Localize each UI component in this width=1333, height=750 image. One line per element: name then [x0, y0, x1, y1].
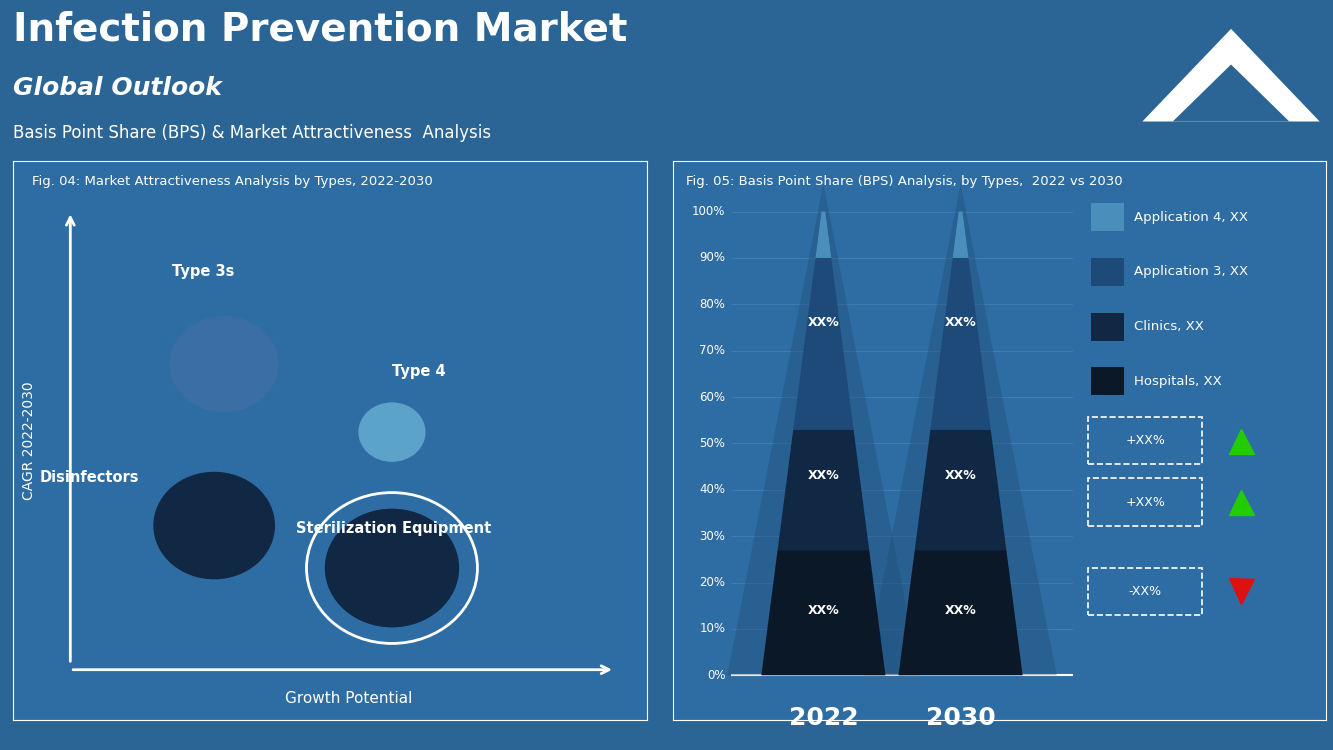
Text: +XX%: +XX%: [1125, 434, 1165, 447]
Polygon shape: [898, 550, 1022, 675]
Text: XX%: XX%: [808, 316, 840, 329]
Polygon shape: [953, 211, 969, 258]
Text: Growth Potential: Growth Potential: [285, 691, 413, 706]
Text: 40%: 40%: [700, 483, 725, 496]
Text: Infection Prevention Market: Infection Prevention Market: [13, 10, 628, 48]
Text: Disinfectors: Disinfectors: [40, 470, 139, 485]
Polygon shape: [728, 184, 920, 675]
Circle shape: [325, 509, 459, 627]
Text: -XX%: -XX%: [1129, 585, 1161, 598]
Polygon shape: [864, 184, 1057, 675]
Polygon shape: [1142, 28, 1320, 122]
Text: Hospitals, XX: Hospitals, XX: [1133, 375, 1221, 388]
Text: Type 3s: Type 3s: [172, 263, 235, 278]
Circle shape: [359, 403, 425, 461]
Text: 60%: 60%: [700, 391, 725, 404]
Text: XX%: XX%: [945, 316, 977, 329]
Circle shape: [155, 472, 275, 579]
Polygon shape: [761, 550, 885, 675]
Polygon shape: [816, 211, 832, 258]
Text: Type 4: Type 4: [392, 364, 445, 380]
Text: Global Outlook: Global Outlook: [13, 76, 223, 100]
Text: XX%: XX%: [808, 470, 840, 482]
Text: XX%: XX%: [945, 604, 977, 616]
Text: +XX%: +XX%: [1125, 496, 1165, 508]
Bar: [1092, 203, 1124, 231]
Text: Fig. 04: Market Attractiveness Analysis by Types, 2022-2030: Fig. 04: Market Attractiveness Analysis …: [32, 176, 433, 188]
Text: 20%: 20%: [700, 576, 725, 589]
Bar: [1092, 368, 1124, 395]
Text: 0%: 0%: [706, 669, 725, 682]
Text: 70%: 70%: [700, 344, 725, 357]
Polygon shape: [777, 430, 869, 550]
Circle shape: [171, 316, 277, 412]
Text: 100%: 100%: [692, 205, 725, 218]
Text: 50%: 50%: [700, 437, 725, 450]
Text: XX%: XX%: [945, 470, 977, 482]
Text: 90%: 90%: [700, 251, 725, 265]
Polygon shape: [793, 258, 853, 430]
Text: 2030: 2030: [925, 706, 996, 730]
Text: Application 3, XX: Application 3, XX: [1133, 266, 1248, 278]
Bar: [1092, 258, 1124, 286]
Text: Clinics, XX: Clinics, XX: [1133, 320, 1204, 333]
Text: Sterilization Equipment: Sterilization Equipment: [296, 520, 491, 536]
Text: 30%: 30%: [700, 530, 725, 543]
Polygon shape: [1173, 64, 1289, 122]
Text: 10%: 10%: [700, 622, 725, 635]
Text: XX%: XX%: [808, 604, 840, 616]
Bar: [1092, 313, 1124, 340]
Text: Application 4, XX: Application 4, XX: [1133, 211, 1248, 224]
Polygon shape: [914, 430, 1006, 550]
Text: 2022: 2022: [789, 706, 858, 730]
Text: CAGR 2022-2030: CAGR 2022-2030: [23, 381, 36, 500]
Text: Fig. 05: Basis Point Share (BPS) Analysis, by Types,  2022 vs 2030: Fig. 05: Basis Point Share (BPS) Analysi…: [686, 176, 1122, 188]
Text: 80%: 80%: [700, 298, 725, 310]
Text: Basis Point Share (BPS) & Market Attractiveness  Analysis: Basis Point Share (BPS) & Market Attract…: [13, 124, 492, 142]
Polygon shape: [930, 258, 990, 430]
